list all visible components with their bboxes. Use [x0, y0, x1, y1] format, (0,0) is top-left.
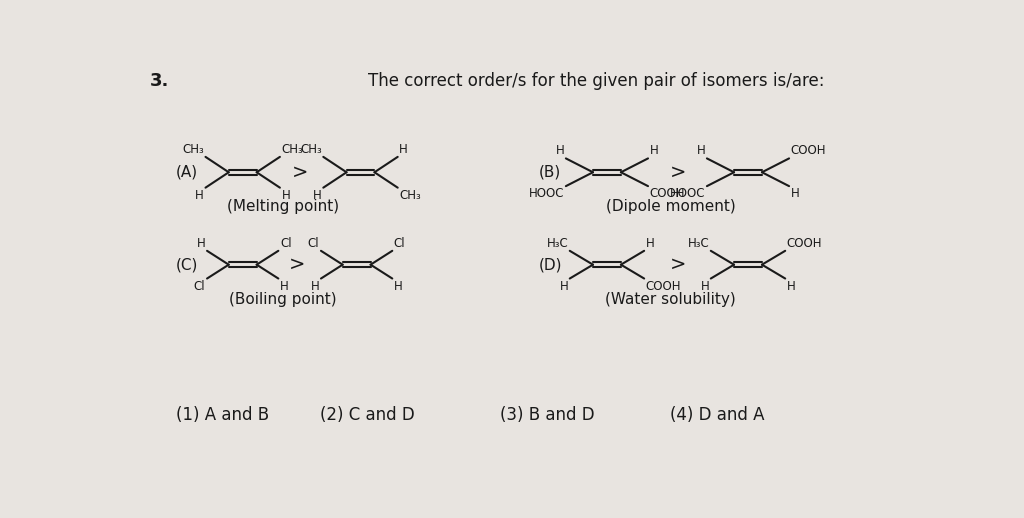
Text: (B): (B) — [539, 165, 561, 180]
Text: CH₃: CH₃ — [399, 189, 421, 202]
Text: (D): (D) — [539, 257, 562, 272]
Text: COOH: COOH — [791, 144, 826, 157]
Text: CH₃: CH₃ — [300, 142, 322, 156]
Text: H: H — [280, 280, 289, 293]
Text: (Melting point): (Melting point) — [227, 199, 339, 214]
Text: (Boiling point): (Boiling point) — [229, 292, 337, 307]
Text: (3) B and D: (3) B and D — [500, 406, 595, 424]
Text: H: H — [646, 237, 654, 250]
Text: H: H — [399, 142, 408, 156]
Text: H: H — [556, 144, 564, 157]
Text: H: H — [791, 188, 800, 200]
Text: H: H — [786, 280, 796, 293]
Text: Cl: Cl — [280, 237, 292, 250]
Text: H: H — [197, 237, 206, 250]
Text: H: H — [310, 280, 319, 293]
Text: COOH: COOH — [649, 188, 685, 200]
Text: H: H — [696, 144, 706, 157]
Text: H: H — [282, 189, 290, 202]
Text: COOH: COOH — [646, 280, 681, 293]
Text: H: H — [313, 189, 322, 202]
Text: HOOC: HOOC — [670, 188, 706, 200]
Text: COOH: COOH — [786, 237, 822, 250]
Text: >: > — [670, 163, 686, 182]
Text: The correct order/s for the given pair of isomers is/are:: The correct order/s for the given pair o… — [369, 73, 824, 91]
Text: H₃C: H₃C — [687, 237, 710, 250]
Text: H: H — [394, 280, 402, 293]
Text: CH₃: CH₃ — [182, 142, 204, 156]
Text: H: H — [559, 280, 568, 293]
Text: (4) D and A: (4) D and A — [671, 406, 765, 424]
Text: HOOC: HOOC — [528, 188, 564, 200]
Text: H: H — [196, 189, 204, 202]
Text: (A): (A) — [176, 165, 199, 180]
Text: H₃C: H₃C — [547, 237, 568, 250]
Text: Cl: Cl — [394, 237, 406, 250]
Text: (Dipole moment): (Dipole moment) — [605, 199, 735, 214]
Text: Cl: Cl — [308, 237, 319, 250]
Text: 3.: 3. — [150, 73, 169, 91]
Text: (1) A and B: (1) A and B — [176, 406, 269, 424]
Text: H: H — [649, 144, 658, 157]
Text: (Water solubility): (Water solubility) — [605, 292, 736, 307]
Text: (2) C and D: (2) C and D — [321, 406, 415, 424]
Text: >: > — [292, 163, 308, 182]
Text: (C): (C) — [176, 257, 199, 272]
Text: Cl: Cl — [194, 280, 206, 293]
Text: CH₃: CH₃ — [282, 142, 303, 156]
Text: >: > — [670, 255, 686, 274]
Text: >: > — [289, 255, 305, 274]
Text: H: H — [700, 280, 710, 293]
